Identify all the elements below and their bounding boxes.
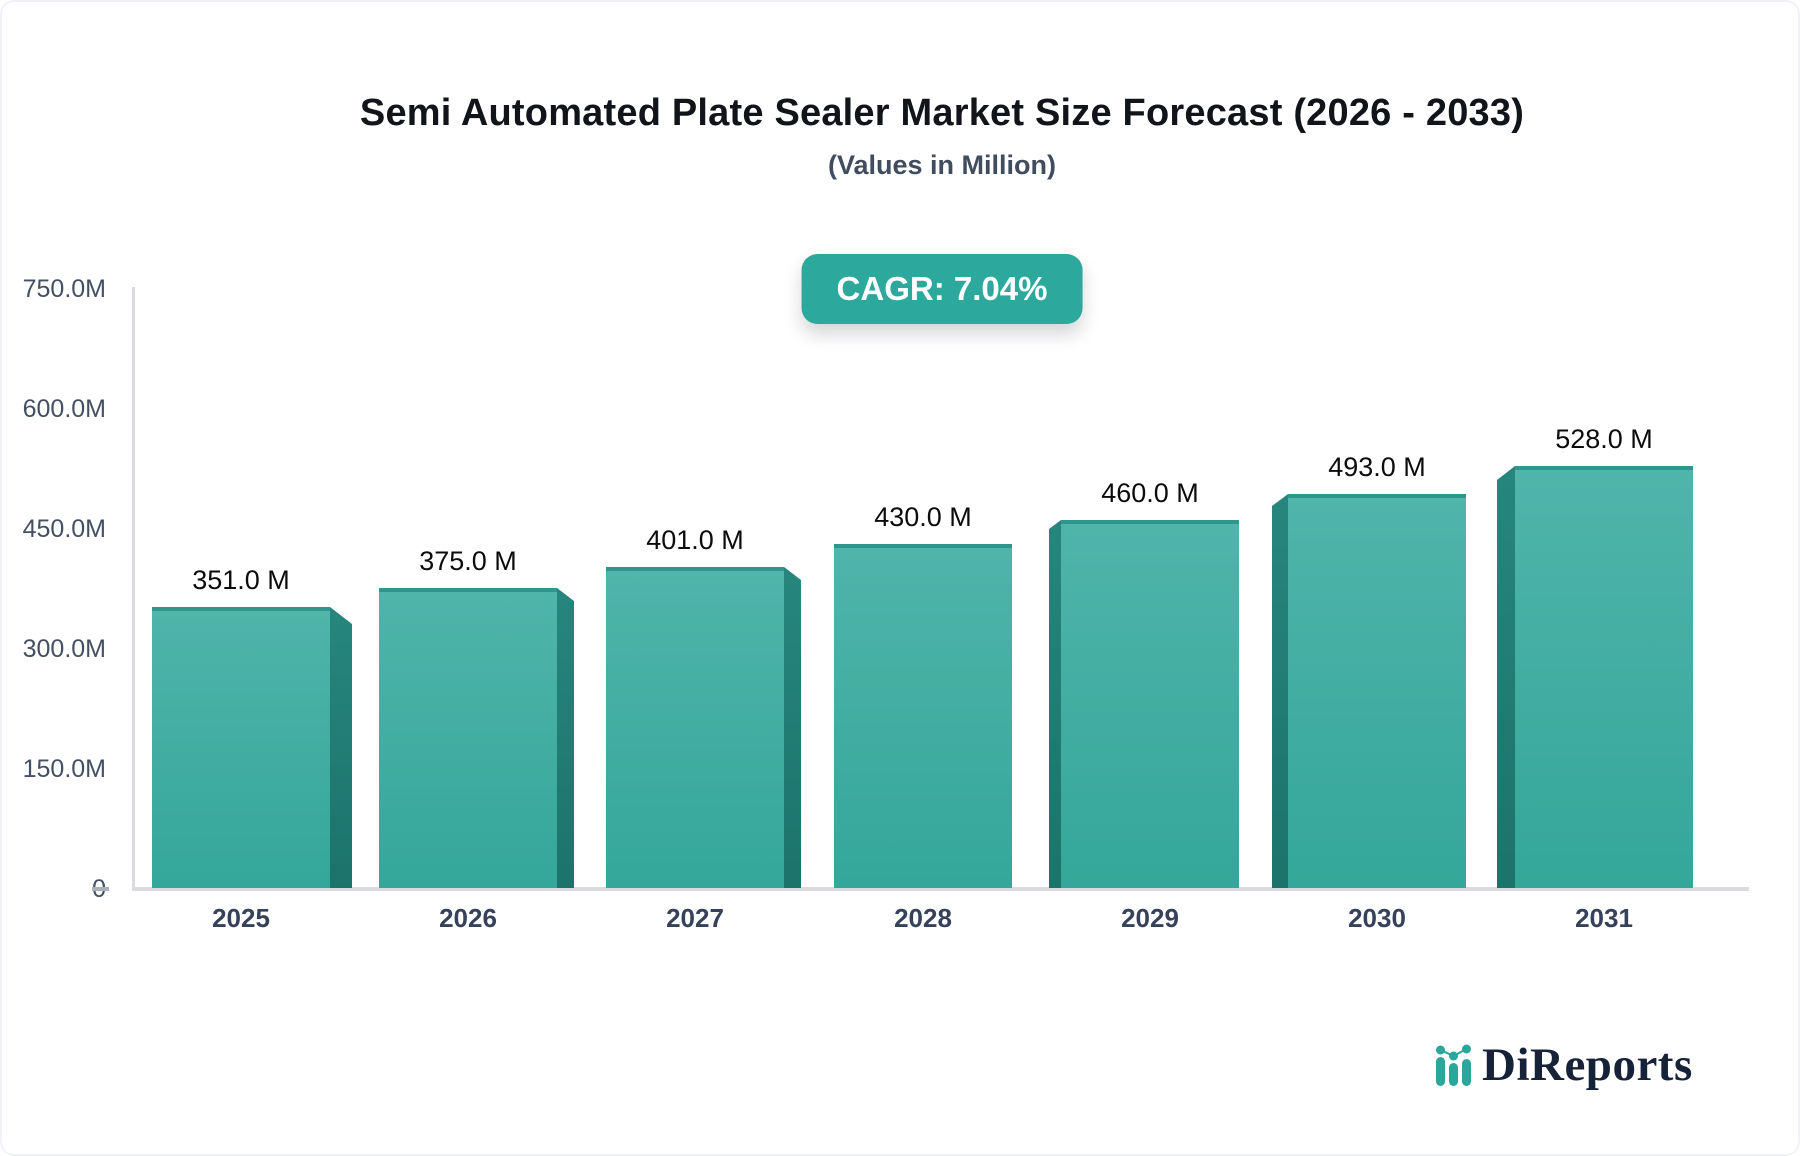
chart-title: Semi Automated Plate Sealer Market Size … [359,92,1525,134]
bar-value-label: 351.0 M [192,565,290,595]
bar-side-left [1049,520,1061,888]
bar-top-edge [606,567,784,571]
y-axis-tick-label: 150.0M [22,755,106,783]
brand-logo-text: DiReports [1482,1039,1693,1091]
x-axis-line [132,887,1749,891]
bar-side-right [557,588,574,888]
cagr-badge: CAGR: 7.04% [801,254,1083,324]
bar-side-right [784,567,801,888]
brand-logo: DiReports [1434,1036,1693,1094]
bar-top-edge [1061,520,1239,524]
brand-logo-icon [1436,1044,1471,1086]
bar-value-label: 375.0 M [419,546,517,576]
bar-column-2031 [1515,466,1693,888]
bar-column-2026 [379,588,557,888]
bar-top-edge [834,544,1012,548]
bar-column-2030 [1288,494,1466,888]
bar-value-label: 430.0 M [874,502,972,532]
chart-subtitle: (Values in Million) [827,150,1057,180]
bar-column-2029 [1061,520,1239,888]
bar-column-2028 [834,544,1012,888]
x-axis-label-2031: 2031 [1575,903,1633,933]
y-axis-tick-label: 450.0M [22,515,106,543]
x-axis-label-2025: 2025 [212,903,270,933]
bar-top-edge [1515,466,1693,470]
y-axis-line [132,287,135,889]
bar-column-2025 [152,607,330,888]
y-axis-zero-tick [92,887,109,891]
y-axis-tick-label: 600.0M [22,395,106,423]
bar-top-edge [152,607,330,611]
x-axis-label-2029: 2029 [1121,903,1179,933]
x-axis-label-2028: 2028 [894,903,952,933]
x-axis-label-2030: 2030 [1348,903,1406,933]
bar-top-edge [379,588,557,592]
bar-value-label: 401.0 M [646,525,744,555]
y-axis-tick-label: 750.0M [22,275,106,303]
bar-value-label: 460.0 M [1101,478,1199,508]
bar-side-left [1497,466,1515,888]
y-axis-tick-label: 0 [2,873,106,905]
x-axis-label-2026: 2026 [439,903,497,933]
bar-column-2027 [606,567,784,888]
bar-side-right [330,607,352,888]
bar-top-edge [1288,494,1466,498]
y-axis-tick-label: 300.0M [22,635,106,663]
bar-value-label: 528.0 M [1555,424,1653,454]
bar-side-left [1272,494,1288,888]
x-axis-label-2027: 2027 [666,903,724,933]
bar-value-label: 493.0 M [1328,452,1426,482]
